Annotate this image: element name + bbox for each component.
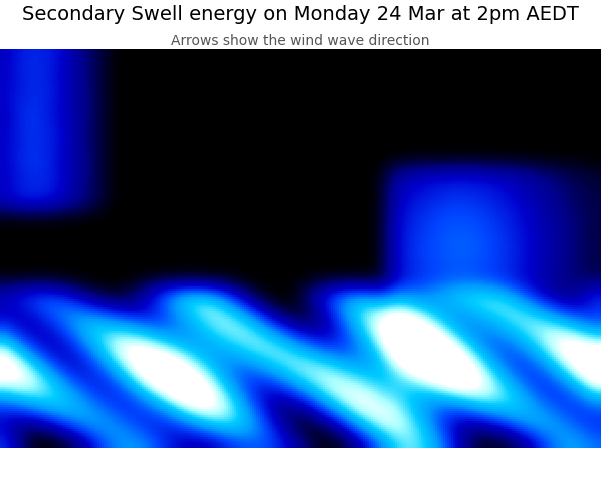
Text: Secondary Swell energy on Monday 24 Mar at 2pm AEDT: Secondary Swell energy on Monday 24 Mar … xyxy=(22,5,579,24)
Text: Arrows show the wind wave direction: Arrows show the wind wave direction xyxy=(171,35,430,48)
